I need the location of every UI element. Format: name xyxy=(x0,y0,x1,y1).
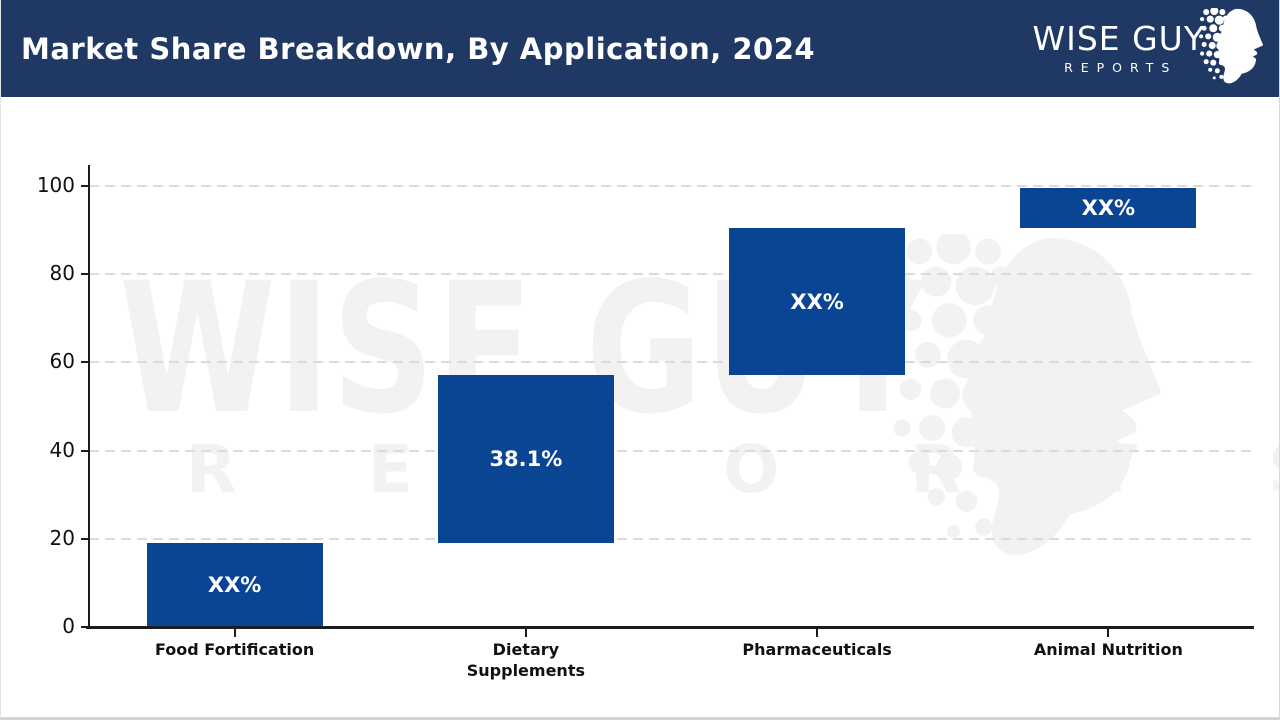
y-gridline xyxy=(89,185,1254,187)
y-tick-mark xyxy=(81,361,89,364)
x-tick-label: Food Fortification xyxy=(155,640,315,659)
brand-logo: WISE GUY REPORTS xyxy=(1032,8,1265,89)
waterfall-bar: 38.1% xyxy=(437,375,614,544)
y-axis xyxy=(88,165,90,627)
x-tick-label: Animal Nutrition xyxy=(1033,640,1183,659)
y-tick-mark xyxy=(81,537,89,540)
x-tick-mark xyxy=(1107,629,1110,637)
waterfall-bar: XX% xyxy=(146,543,323,627)
y-tick-label: 80 xyxy=(49,261,75,286)
x-tick-label: Dietary Supplements xyxy=(466,640,585,680)
page-title: Market Share Breakdown, By Application, … xyxy=(21,31,816,66)
y-tick-label: 20 xyxy=(49,525,75,550)
y-gridline xyxy=(89,537,1254,540)
brand-logo-text: WISE GUY REPORTS xyxy=(1032,22,1205,75)
y-tick-label: 60 xyxy=(49,349,75,374)
y-gridline xyxy=(89,273,1254,276)
x-tick-mark xyxy=(816,629,819,637)
bar-value-label: XX% xyxy=(790,289,844,314)
waterfall-bar: XX% xyxy=(729,227,906,376)
y-tick-mark xyxy=(81,449,89,452)
x-tick-mark xyxy=(524,629,527,637)
y-tick-label: 0 xyxy=(62,614,75,638)
x-tick-mark xyxy=(233,629,236,637)
bar-value-label: XX% xyxy=(207,573,262,598)
wiseguy-head-icon xyxy=(1199,8,1265,89)
bar-value-label: 38.1% xyxy=(489,447,563,472)
y-gridline xyxy=(89,361,1254,364)
y-tick-mark xyxy=(81,626,89,628)
x-tick-label: Pharmaceuticals xyxy=(742,640,892,659)
brand-name: WISE GUY xyxy=(1032,19,1205,58)
bar-value-label: XX% xyxy=(1081,196,1136,221)
watermark-head-icon xyxy=(889,234,1169,579)
brand-subtitle: REPORTS xyxy=(1064,60,1178,75)
y-tick-mark xyxy=(81,185,89,187)
waterfall-bar: XX% xyxy=(1020,188,1197,228)
header-bar: Market Share Breakdown, By Application, … xyxy=(1,0,1279,97)
y-tick-label: 100 xyxy=(36,173,75,197)
y-tick-label: 40 xyxy=(49,437,75,462)
y-tick-mark xyxy=(81,273,89,276)
y-gridline xyxy=(89,449,1254,452)
x-axis xyxy=(86,626,1254,629)
